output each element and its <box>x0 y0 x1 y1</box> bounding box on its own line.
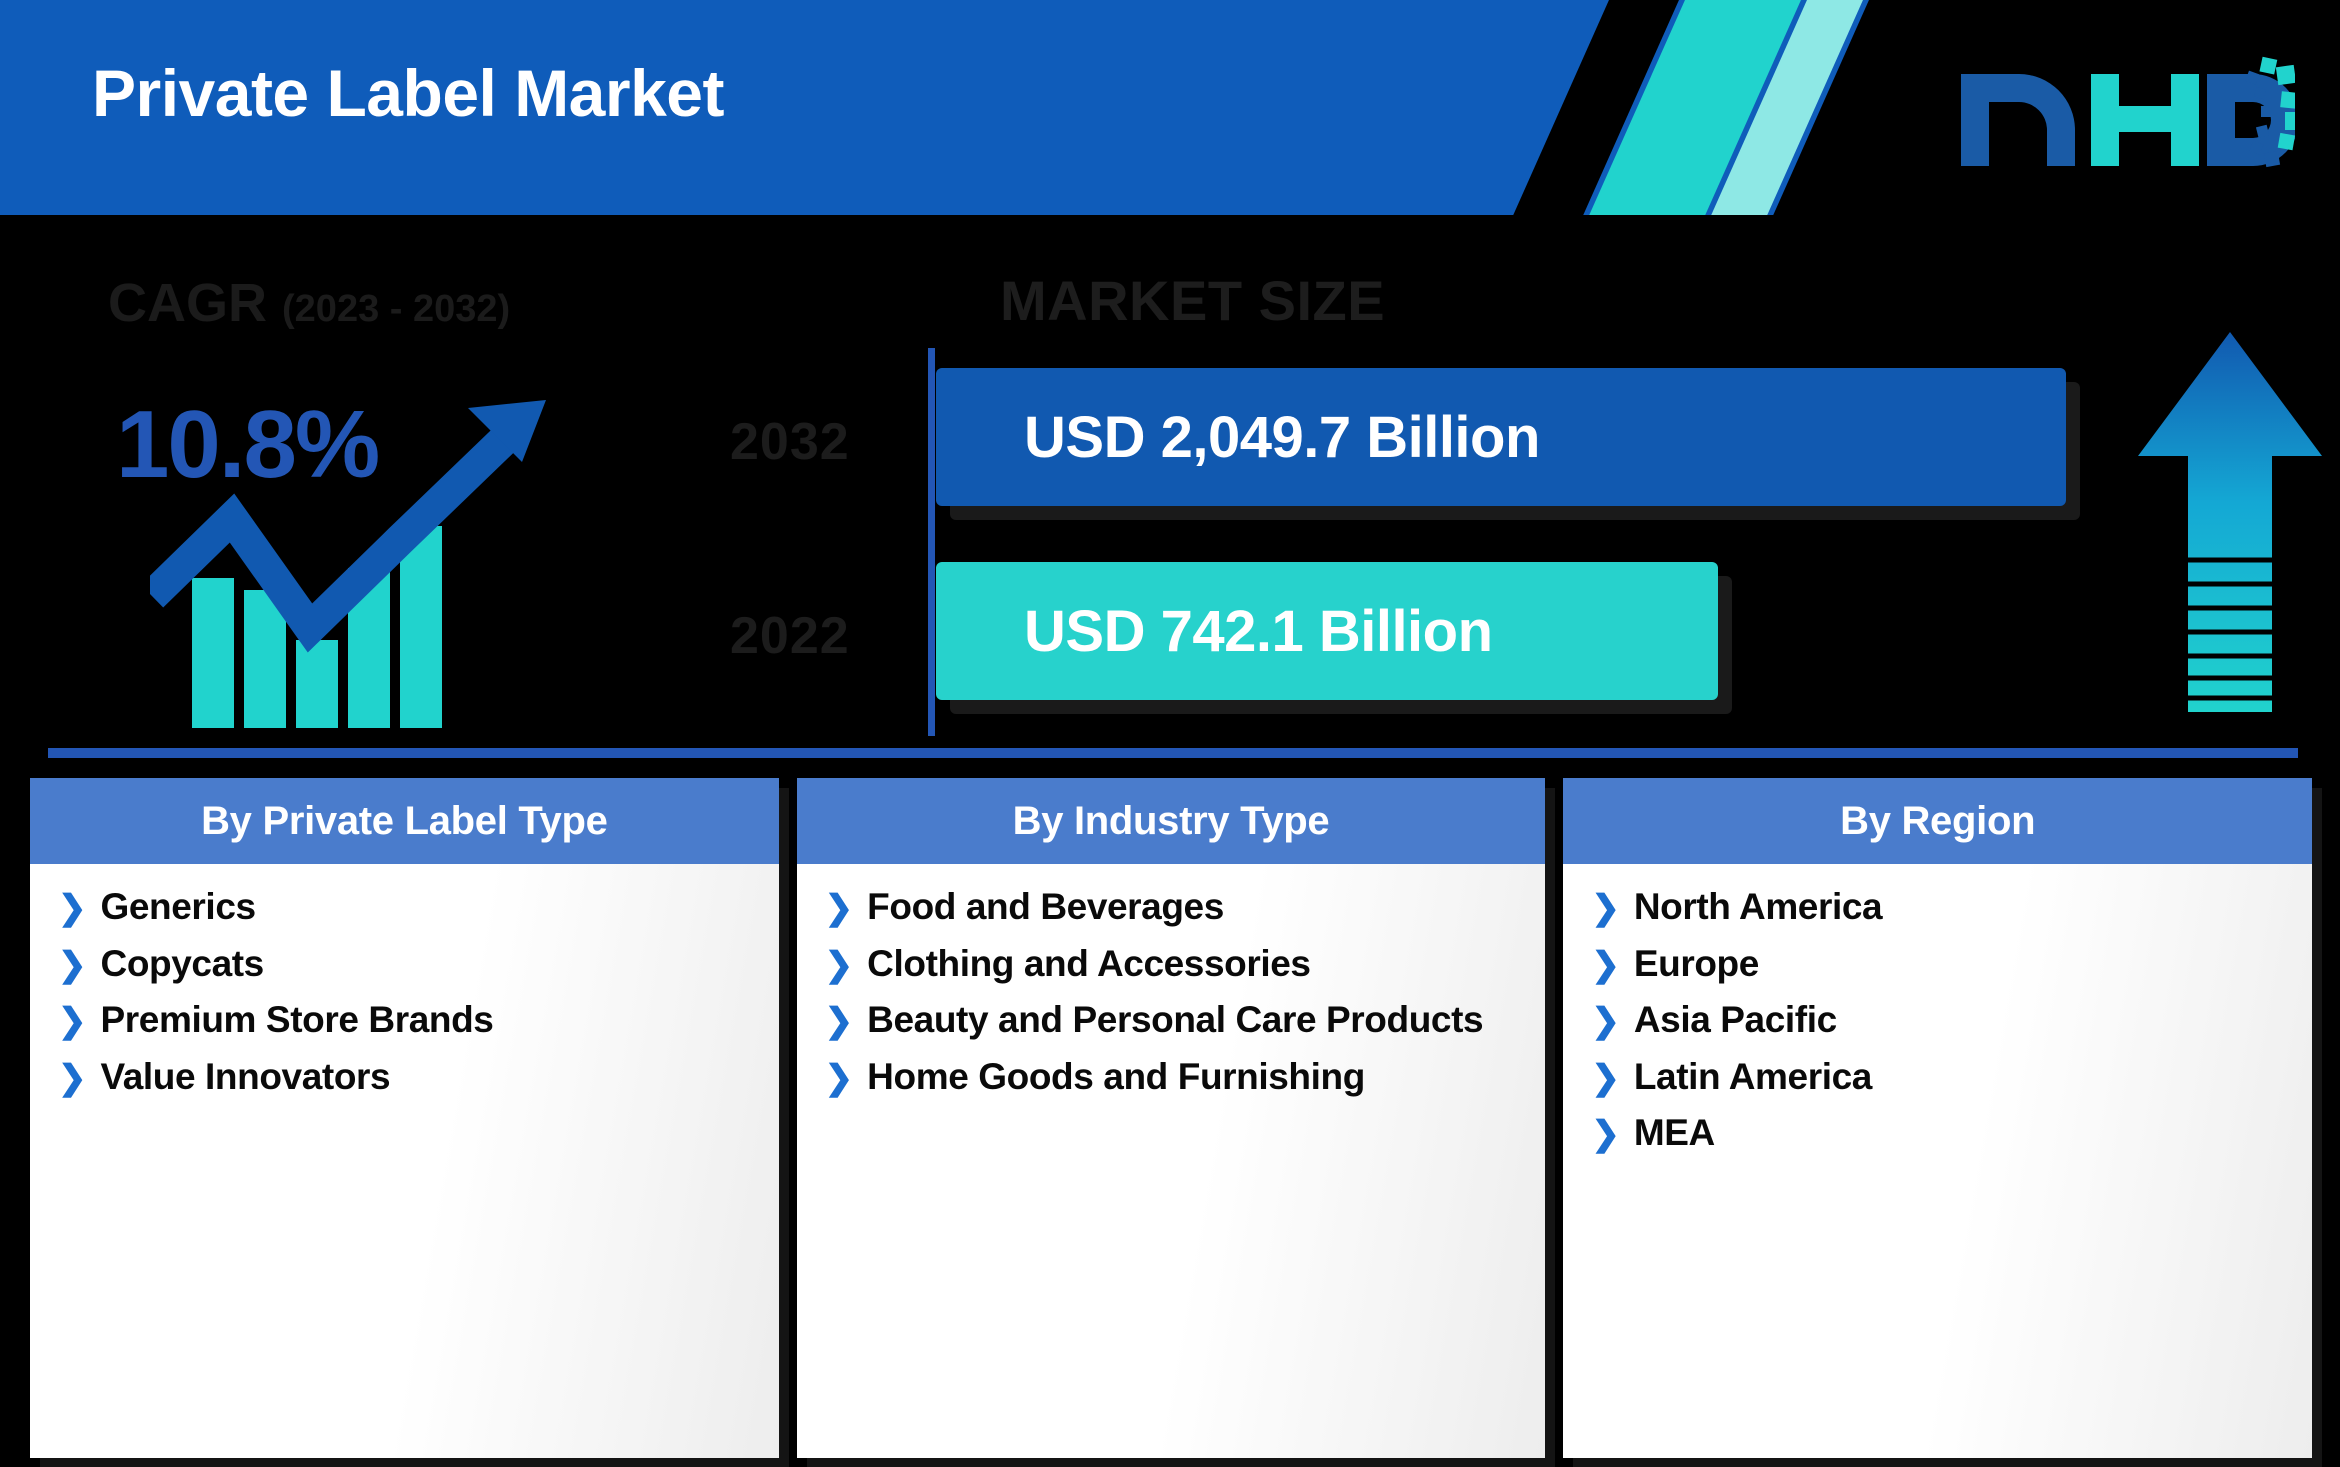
section-divider <box>48 748 2298 758</box>
segment-column-private-label-type: By Private Label Type ❯ Generics ❯ Copyc… <box>30 778 779 1458</box>
list-item-label: North America <box>1633 886 1883 927</box>
list-item-label: Food and Beverages <box>867 886 1224 927</box>
cagr-label: CAGR (2023 - 2032) <box>108 272 510 334</box>
segment-header-region: By Region <box>1563 778 2313 864</box>
trend-chart-svg <box>140 400 546 728</box>
growth-arrow-svg <box>2138 332 2322 712</box>
chevron-right-icon: ❯ <box>1591 889 1620 927</box>
list-item-label: Clothing and Accessories <box>867 942 1311 984</box>
segment-list-private-label-type: ❯ Generics ❯ Copycats ❯ Premium Store Br… <box>30 864 779 1458</box>
list-item: ❯ Europe <box>1581 943 2294 986</box>
list-item: ❯ Copycats <box>48 943 761 986</box>
market-size-axis <box>928 348 935 736</box>
segment-list-industry-type: ❯ Food and Beverages ❯ Clothing and Acce… <box>797 864 1546 1458</box>
bar-chart-trend-up-icon <box>140 390 570 740</box>
list-item-label: Europe <box>1633 942 1759 984</box>
segment-header-private-label-type: By Private Label Type <box>30 778 779 864</box>
chevron-right-icon: ❯ <box>58 945 87 984</box>
market-size-value-2032: USD 2,049.7 Billion <box>1024 404 1540 470</box>
chevron-right-icon: ❯ <box>824 1058 854 1097</box>
list-item-label: Generics <box>100 886 257 927</box>
list-item-label: Latin America <box>1633 1055 1873 1097</box>
segment-heading-label: By Private Label Type <box>201 798 608 843</box>
list-item: ❯ North America <box>1581 886 2294 929</box>
segment-column-region: By Region ❯ North America ❯ Europe ❯ Asi… <box>1563 778 2313 1458</box>
list-item: ❯ Clothing and Accessories <box>815 943 1528 986</box>
list-item: ❯ Home Goods and Furnishing <box>815 1056 1528 1099</box>
page-title: Private Label Market <box>92 56 724 130</box>
market-size-title: MARKET SIZE <box>1000 269 1386 332</box>
growth-arrow-up-icon <box>2120 322 2340 722</box>
list-item-label: MEA <box>1633 1112 1715 1154</box>
cagr-value: 10.8% <box>116 391 380 498</box>
segment-heading-label: By Industry Type <box>1012 798 1330 843</box>
market-size-bar-2032: USD 2,049.7 Billion <box>936 368 2066 506</box>
dhr-logo <box>1955 42 2303 172</box>
list-item-label: Home Goods and Furnishing <box>867 1055 1365 1097</box>
market-size-value-2022: USD 742.1 Billion <box>1024 598 1493 664</box>
dhr-logo-icon <box>1961 56 2303 168</box>
list-item-label: Value Innovators <box>100 1055 391 1097</box>
chevron-right-icon: ❯ <box>58 889 87 927</box>
list-item: ❯ Generics <box>48 886 761 929</box>
cagr-label-years: (2023 - 2032) <box>282 288 511 330</box>
list-item: ❯ Value Innovators <box>48 1056 761 1099</box>
list-item: ❯ Food and Beverages <box>815 886 1528 929</box>
list-item: ❯ Premium Store Brands <box>48 999 761 1042</box>
cagr-label-main: CAGR <box>108 273 267 333</box>
list-item: ❯ Beauty and Personal Care Products <box>815 999 1528 1042</box>
list-item-label: Premium Store Brands <box>100 999 494 1041</box>
segment-header-industry-type: By Industry Type <box>796 778 1546 864</box>
chevron-right-icon: ❯ <box>824 1002 854 1041</box>
list-item: ❯ MEA <box>1581 1112 2294 1155</box>
chevron-right-icon: ❯ <box>58 1058 87 1097</box>
segment-heading-label: By Region <box>1840 798 2036 843</box>
chevron-right-icon: ❯ <box>1591 1002 1620 1041</box>
bar-year-label-2032: 2032 <box>730 413 850 471</box>
bar-year-label-2022: 2022 <box>730 607 850 665</box>
segments-container: By Private Label Type ❯ Generics ❯ Copyc… <box>30 778 2313 1458</box>
chevron-right-icon: ❯ <box>824 889 854 927</box>
list-item-label: Asia Pacific <box>1633 999 1837 1041</box>
list-item: ❯ Asia Pacific <box>1581 999 2294 1042</box>
header-banner: Private Label Market <box>0 0 2340 215</box>
market-size-bar-2022: USD 742.1 Billion <box>936 562 1718 700</box>
list-item: ❯ Latin America <box>1581 1056 2294 1099</box>
segment-column-industry-type: By Industry Type ❯ Food and Beverages ❯ … <box>796 778 1546 1458</box>
chevron-right-icon: ❯ <box>824 945 854 984</box>
list-item-label: Copycats <box>100 942 265 984</box>
chevron-right-icon: ❯ <box>1591 945 1620 984</box>
list-item-label: Beauty and Personal Care Products <box>867 999 1484 1041</box>
chevron-right-icon: ❯ <box>1591 1058 1620 1097</box>
segment-list-region: ❯ North America ❯ Europe ❯ Asia Pacific … <box>1563 864 2312 1458</box>
chevron-right-icon: ❯ <box>1591 1115 1620 1154</box>
chevron-right-icon: ❯ <box>58 1002 87 1041</box>
